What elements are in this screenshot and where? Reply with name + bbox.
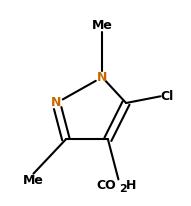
Text: CO: CO (97, 179, 117, 192)
Text: H: H (126, 179, 136, 192)
Text: Me: Me (23, 174, 44, 187)
Text: N: N (51, 96, 62, 110)
Text: N: N (97, 71, 107, 84)
Text: Me: Me (92, 19, 113, 32)
Text: Cl: Cl (160, 90, 174, 103)
Text: 2: 2 (119, 184, 127, 194)
